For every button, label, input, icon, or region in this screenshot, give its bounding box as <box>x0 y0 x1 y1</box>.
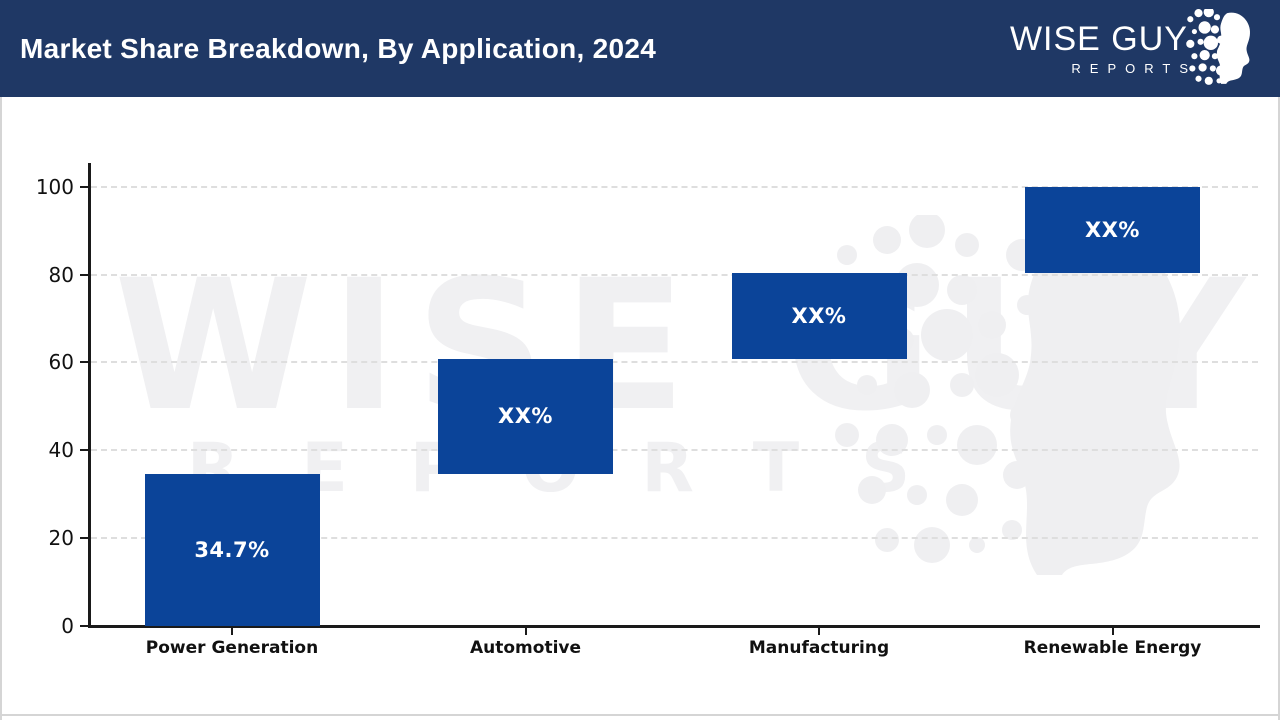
y-tick-label-60: 60 <box>48 350 74 375</box>
y-axis-line <box>88 163 91 628</box>
gridline-80 <box>91 273 1258 276</box>
bar-value-label-automotive: XX% <box>498 404 553 429</box>
y-tick-60 <box>80 361 88 364</box>
x-tick-manufacturing <box>818 628 820 635</box>
y-tick-label-100: 100 <box>35 174 74 199</box>
wiseguy-face-icon <box>1186 8 1251 85</box>
y-tick-0 <box>80 625 88 627</box>
plot-area: 0 20 40 60 80 100 34.7% Power Generation XX% Auto… <box>2 97 1278 720</box>
bar-renewable-energy: XX% <box>1025 186 1200 273</box>
y-tick-20 <box>80 537 88 540</box>
x-axis-line <box>88 625 1260 628</box>
bar-power-generation: 34.7% <box>144 473 320 626</box>
gridline-100 <box>91 185 1258 188</box>
x-tick-power-generation <box>231 628 233 635</box>
brand-subtitle: REPORTS <box>1071 60 1197 76</box>
gridline-40 <box>91 449 1258 452</box>
bar-value-label-power-generation: 34.7% <box>194 537 270 562</box>
x-label-manufacturing: Manufacturing <box>748 638 890 658</box>
bar-manufacturing: XX% <box>731 272 907 360</box>
bar-value-label-manufacturing: XX% <box>791 304 847 329</box>
bar-automotive: XX% <box>438 359 613 474</box>
y-tick-40 <box>80 449 88 452</box>
brand-logo: WISE GUY REPORTS <box>1010 8 1254 89</box>
gridline-20 <box>91 537 1258 540</box>
bottom-frame-line <box>2 714 1278 716</box>
y-tick-label-20: 20 <box>48 526 74 551</box>
bar-value-label-renewable-energy: XX% <box>1085 217 1140 242</box>
page-title: Market Share Breakdown, By Application, … <box>20 32 657 64</box>
brand-text: WISE GUY REPORTS <box>1010 22 1188 76</box>
x-tick-renewable-energy <box>1111 628 1114 635</box>
header-bar: Market Share Breakdown, By Application, … <box>0 0 1280 97</box>
gridline-60 <box>91 361 1258 364</box>
y-tick-100 <box>80 185 88 188</box>
y-tick-label-40: 40 <box>48 438 74 463</box>
y-tick-label-80: 80 <box>48 262 74 287</box>
x-tick-automotive <box>524 628 527 635</box>
y-tick-80 <box>80 273 88 276</box>
chart-canvas: WISE GUY REPORTS <box>0 97 1280 720</box>
x-label-power-generation: Power Generation <box>145 638 319 658</box>
brand-name: WISE GUY <box>1009 19 1188 58</box>
y-tick-label-0: 0 <box>61 614 74 638</box>
x-label-automotive: Automotive <box>469 638 582 658</box>
x-label-renewable-energy: Renewable Energy <box>1023 638 1202 658</box>
